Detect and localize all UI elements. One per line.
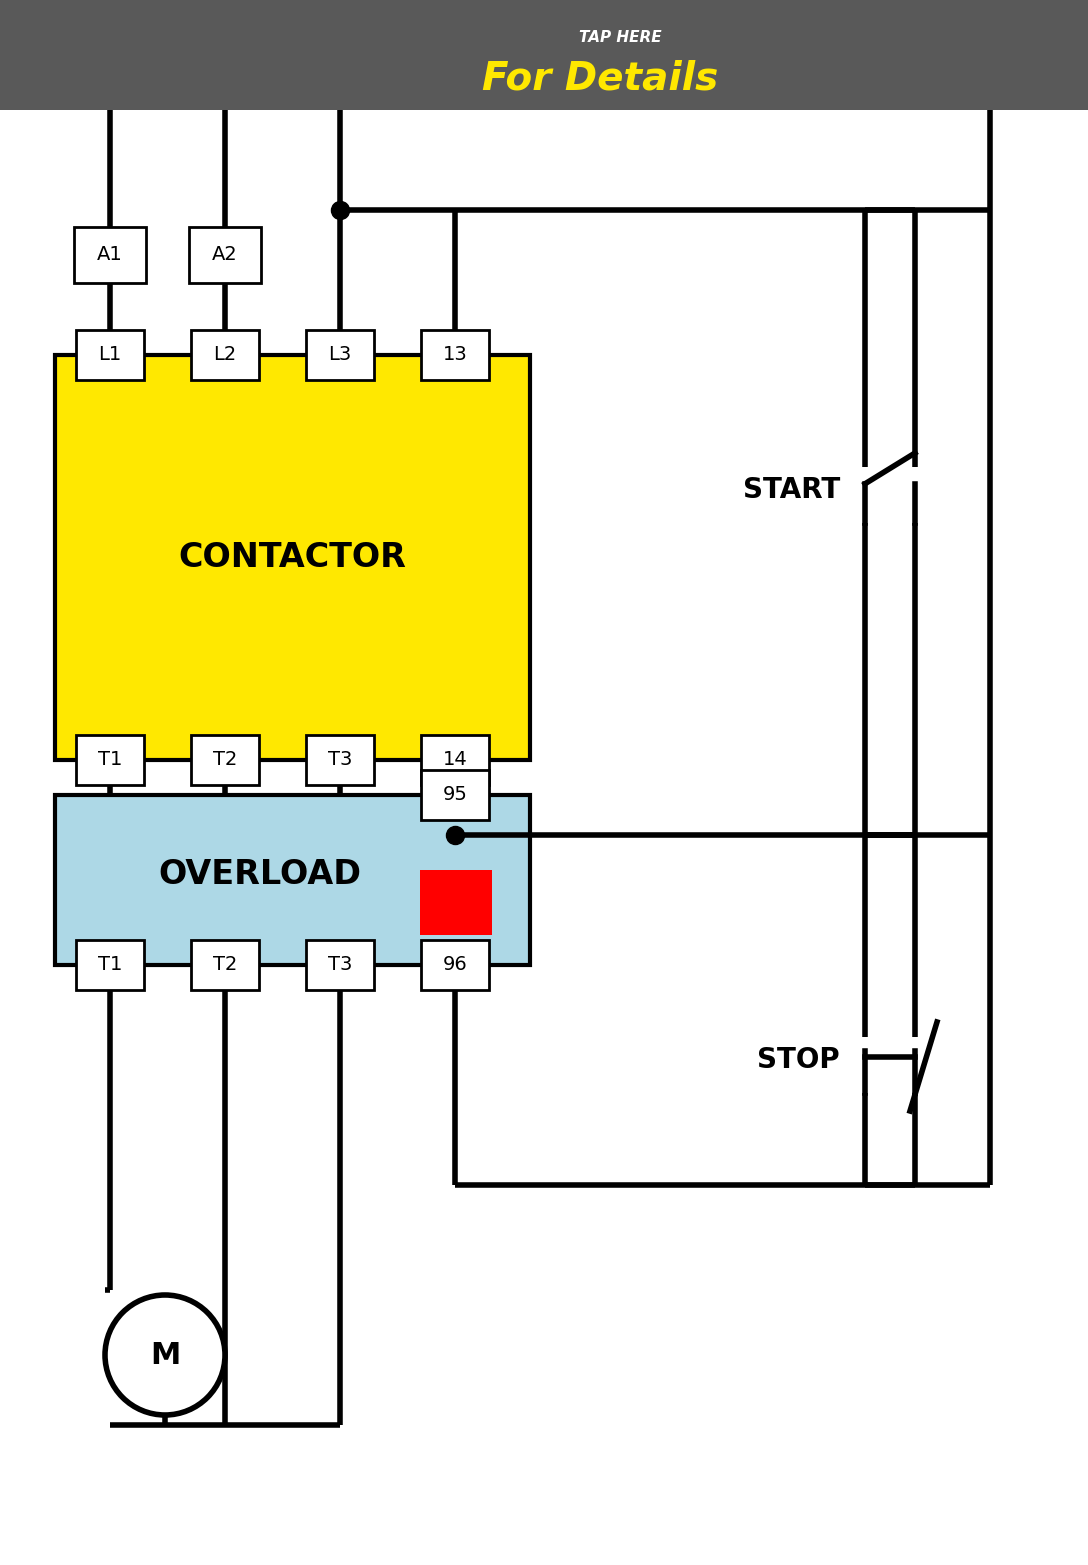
Text: T3: T3 bbox=[327, 956, 353, 975]
Bar bbox=[421, 941, 489, 991]
Text: L1: L1 bbox=[98, 346, 122, 365]
Text: OVERLOAD: OVERLOAD bbox=[159, 859, 361, 892]
Text: L3: L3 bbox=[329, 346, 351, 365]
Bar bbox=[76, 941, 144, 991]
Bar bbox=[191, 736, 259, 786]
Text: STOP: STOP bbox=[757, 1045, 840, 1074]
Bar bbox=[76, 330, 144, 380]
Bar bbox=[306, 330, 374, 380]
Text: M: M bbox=[150, 1341, 181, 1369]
Bar bbox=[74, 227, 146, 283]
Bar bbox=[421, 770, 489, 820]
Text: CONTACTOR: CONTACTOR bbox=[178, 541, 407, 574]
Text: A2: A2 bbox=[212, 246, 238, 264]
Text: START: START bbox=[743, 476, 840, 504]
Text: TAP HERE: TAP HERE bbox=[579, 30, 662, 45]
Text: A1: A1 bbox=[97, 246, 123, 264]
Text: T2: T2 bbox=[213, 751, 237, 770]
Bar bbox=[76, 736, 144, 786]
Bar bbox=[420, 870, 492, 934]
Text: T3: T3 bbox=[327, 751, 353, 770]
Bar bbox=[306, 941, 374, 991]
Bar bbox=[55, 355, 530, 761]
Text: T1: T1 bbox=[98, 751, 122, 770]
Text: L2: L2 bbox=[213, 346, 236, 365]
Text: 96: 96 bbox=[443, 956, 468, 975]
Bar bbox=[421, 330, 489, 380]
Bar bbox=[55, 795, 530, 966]
Bar bbox=[306, 736, 374, 786]
Bar bbox=[0, 0, 1088, 110]
Text: 13: 13 bbox=[443, 346, 468, 365]
Bar bbox=[191, 941, 259, 991]
Bar bbox=[189, 227, 261, 283]
Text: For Details: For Details bbox=[482, 59, 718, 97]
Circle shape bbox=[106, 1294, 225, 1415]
Text: T1: T1 bbox=[98, 956, 122, 975]
Text: 14: 14 bbox=[443, 751, 468, 770]
Bar bbox=[191, 330, 259, 380]
Text: T2: T2 bbox=[213, 956, 237, 975]
Text: 95: 95 bbox=[443, 786, 468, 804]
Bar bbox=[421, 736, 489, 786]
